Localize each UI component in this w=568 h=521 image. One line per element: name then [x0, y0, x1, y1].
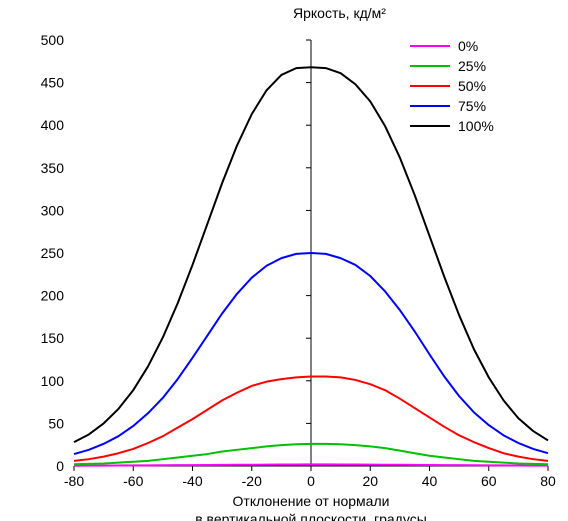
brightness-vs-angle-chart: 050100150200250300350400450500-80-60-40-… — [0, 0, 568, 521]
y-tick-label: 500 — [41, 32, 65, 48]
x-tick-label: 60 — [481, 473, 497, 489]
legend-label: 50% — [458, 78, 486, 94]
y-tick-label: 250 — [41, 245, 65, 261]
y-tick-label: 200 — [41, 288, 65, 304]
y-tick-label: 350 — [41, 160, 65, 176]
x-tick-label: -80 — [64, 473, 84, 489]
y-tick-label: 50 — [48, 415, 64, 431]
y-tick-label: 400 — [41, 117, 65, 133]
x-tick-label: 20 — [362, 473, 378, 489]
x-axis-title-2: в вертикальной плоскости, градусы — [195, 511, 427, 521]
x-axis-title-1: Отклонение от нормали — [233, 493, 390, 509]
legend-label: 100% — [458, 118, 494, 134]
y-axis-title: Яркость, кд/м² — [293, 5, 386, 21]
y-tick-label: 100 — [41, 373, 65, 389]
y-tick-label: 300 — [41, 202, 65, 218]
x-tick-label: -40 — [182, 473, 202, 489]
legend-label: 25% — [458, 58, 486, 74]
x-tick-label: 80 — [540, 473, 556, 489]
x-tick-label: -60 — [123, 473, 143, 489]
legend-label: 75% — [458, 98, 486, 114]
legend-label: 0% — [458, 38, 478, 54]
y-tick-label: 450 — [41, 75, 65, 91]
x-tick-label: 0 — [307, 473, 315, 489]
x-tick-label: 40 — [422, 473, 438, 489]
x-tick-label: -20 — [242, 473, 262, 489]
y-tick-label: 0 — [56, 458, 64, 474]
y-tick-label: 150 — [41, 330, 65, 346]
